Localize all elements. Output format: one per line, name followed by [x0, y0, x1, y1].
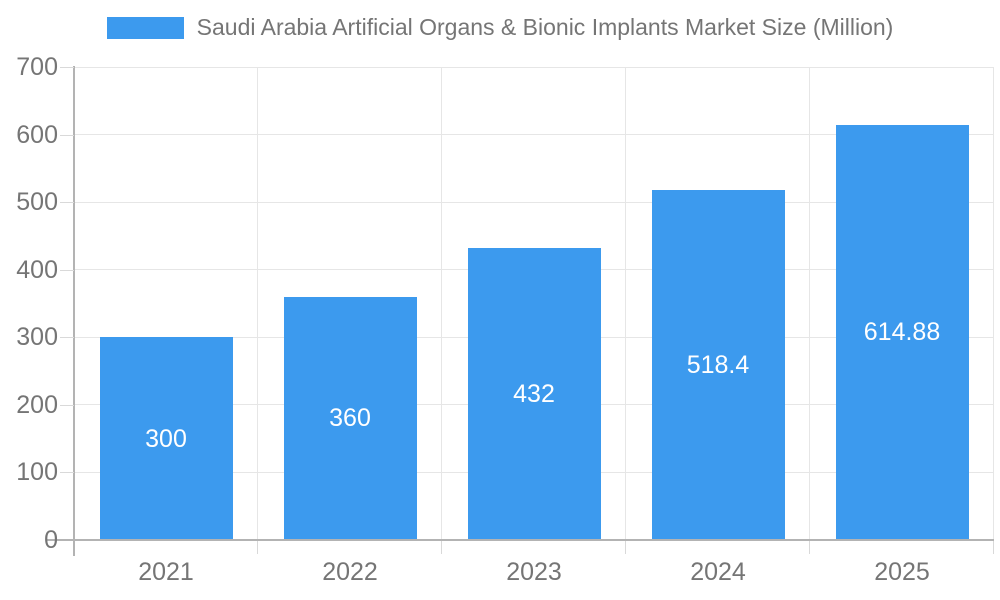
x-axis-label: 2025: [874, 558, 930, 586]
x-axis-line: [47, 539, 994, 541]
legend-label: Saudi Arabia Artificial Organs & Bionic …: [196, 14, 894, 40]
y-axis-label: 200: [16, 390, 58, 419]
y-gridline: [74, 201, 994, 203]
x-gridline: [993, 67, 994, 540]
legend-swatch-icon: [106, 16, 184, 39]
x-axis-label: 2022: [322, 558, 378, 586]
y-axis-label: 500: [16, 188, 58, 217]
x-axis-tick: [625, 541, 626, 554]
x-axis-tick: [809, 541, 810, 554]
bar-value-label: 518.4: [686, 350, 750, 379]
y-axis-label: 300: [16, 323, 58, 352]
x-axis-label: 2021: [138, 558, 194, 586]
x-gridline: [441, 67, 442, 540]
bar-value-label: 360: [329, 404, 371, 433]
bar[interactable]: [283, 296, 417, 540]
x-gridline: [809, 67, 810, 540]
y-axis-label: 700: [16, 53, 58, 81]
x-gridline: [257, 67, 258, 540]
y-axis-label: 0: [44, 526, 58, 554]
y-axis-tick: [60, 67, 74, 68]
bar[interactable]: [651, 189, 785, 540]
x-axis-tick: [993, 541, 994, 554]
legend-item[interactable]: Saudi Arabia Artificial Organs & Bionic …: [106, 14, 894, 41]
y-axis-tick: [60, 472, 74, 474]
y-gridline: [74, 66, 994, 68]
x-axis-label: 2024: [690, 558, 746, 586]
y-axis-label: 100: [16, 458, 58, 487]
bar-value-label: 300: [145, 424, 187, 453]
y-axis-label: 600: [16, 120, 58, 149]
y-axis-line: [73, 66, 75, 556]
plot-area: 300 360 432 518.4 614.88: [74, 66, 994, 540]
y-axis-tick: [60, 134, 74, 136]
legend: Saudi Arabia Artificial Organs & Bionic …: [0, 14, 1000, 41]
bar[interactable]: [99, 337, 233, 540]
y-axis-tick: [60, 269, 74, 271]
x-axis-tick: [257, 541, 258, 554]
y-axis-tick: [60, 337, 74, 339]
y-gridline: [74, 134, 994, 136]
bar[interactable]: [835, 124, 969, 540]
bar-value-label: 614.88: [863, 318, 941, 347]
x-gridline: [625, 67, 626, 540]
bar-value-label: 432: [513, 380, 555, 409]
y-axis-tick: [60, 404, 74, 406]
y-axis-tick: [60, 202, 74, 204]
x-axis-label: 2023: [506, 558, 562, 586]
y-axis-label: 400: [16, 255, 58, 284]
bar[interactable]: [467, 248, 601, 540]
x-axis-tick: [441, 541, 442, 554]
